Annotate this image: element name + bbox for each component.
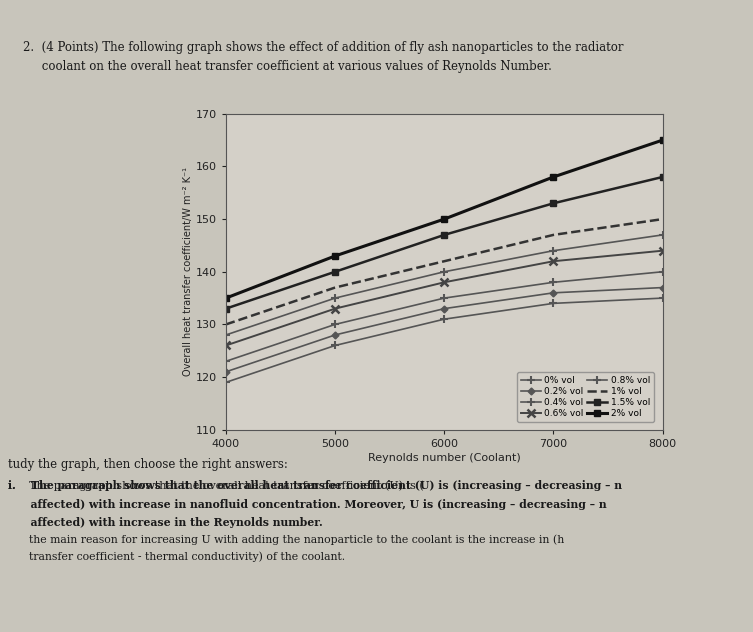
Text: tudy the graph, then choose the right answers:: tudy the graph, then choose the right an… (8, 458, 288, 471)
0.2% vol (549, 289, 558, 296)
1% vol (440, 257, 449, 265)
0.4% vol (440, 295, 449, 302)
0.8% vol (440, 268, 449, 276)
Line: 1.5% vol: 1.5% vol (222, 174, 666, 312)
Text: the main reason for increasing U with adding the nanoparticle to the coolant is : the main reason for increasing U with ad… (8, 534, 564, 545)
0% vol (658, 295, 667, 302)
0.4% vol (658, 268, 667, 276)
0.6% vol (440, 279, 449, 286)
Line: 0.6% vol: 0.6% vol (221, 246, 667, 349)
0.2% vol (658, 284, 667, 291)
X-axis label: Reynolds number (Coolant): Reynolds number (Coolant) (368, 453, 520, 463)
0.2% vol (331, 331, 340, 339)
1% vol (221, 320, 230, 328)
0.4% vol (221, 358, 230, 365)
0.2% vol (440, 305, 449, 312)
0.6% vol (221, 342, 230, 349)
0.6% vol (658, 247, 667, 255)
1% vol (331, 284, 340, 291)
1.5% vol (221, 305, 230, 312)
Line: 1% vol: 1% vol (226, 219, 663, 324)
0% vol (440, 315, 449, 323)
2% vol (331, 252, 340, 260)
Y-axis label: Overall heat transfer coefficient/W m⁻² K⁻¹: Overall heat transfer coefficient/W m⁻² … (183, 167, 193, 376)
1.5% vol (658, 173, 667, 181)
Text: affected) with increase in the Reynolds number.: affected) with increase in the Reynolds … (8, 517, 322, 528)
2% vol (440, 216, 449, 223)
0.8% vol (549, 247, 558, 255)
1% vol (658, 216, 667, 223)
Line: 0.2% vol: 0.2% vol (224, 285, 665, 374)
1.5% vol (331, 268, 340, 276)
Text: coolant on the overall heat transfer coefficient at various values of Reynolds N: coolant on the overall heat transfer coe… (23, 60, 551, 73)
2% vol (221, 295, 230, 302)
0.4% vol (549, 279, 558, 286)
0.2% vol (221, 368, 230, 375)
Text: i.    The paragraph shows that the overall heat transfer coefficient (U) is (inc: i. The paragraph shows that the overall … (8, 480, 621, 491)
1.5% vol (440, 231, 449, 239)
0.6% vol (549, 257, 558, 265)
Legend: 0% vol, 0.2% vol, 0.4% vol, 0.6% vol, 0.8% vol, 1% vol, 1.5% vol, 2% vol: 0% vol, 0.2% vol, 0.4% vol, 0.6% vol, 0.… (517, 372, 654, 422)
0.6% vol (331, 305, 340, 312)
Line: 0.8% vol: 0.8% vol (221, 231, 667, 339)
1% vol (549, 231, 558, 239)
Line: 0% vol: 0% vol (221, 294, 667, 387)
2% vol (658, 137, 667, 144)
Text: 2.  (4 Points) The following graph shows the effect of addition of fly ash nanop: 2. (4 Points) The following graph shows … (23, 41, 623, 54)
Line: 2% vol: 2% vol (222, 137, 666, 301)
Text: transfer coefficient - thermal conductivity) of the coolant.: transfer coefficient - thermal conductiv… (8, 551, 345, 562)
0% vol (549, 300, 558, 307)
0.8% vol (331, 295, 340, 302)
0.8% vol (658, 231, 667, 239)
0.4% vol (331, 320, 340, 328)
Line: 0.4% vol: 0.4% vol (221, 267, 667, 365)
0.8% vol (221, 331, 230, 339)
2% vol (549, 173, 558, 181)
1.5% vol (549, 200, 558, 207)
Text: affected) with increase in nanofluid concentration. Moreover, U is (increasing –: affected) with increase in nanofluid con… (8, 499, 606, 510)
0% vol (331, 342, 340, 349)
Text: i.    The paragraph shows that the overall heat transfer coefficient (U) is (: i. The paragraph shows that the overall … (8, 480, 423, 491)
0% vol (221, 379, 230, 386)
